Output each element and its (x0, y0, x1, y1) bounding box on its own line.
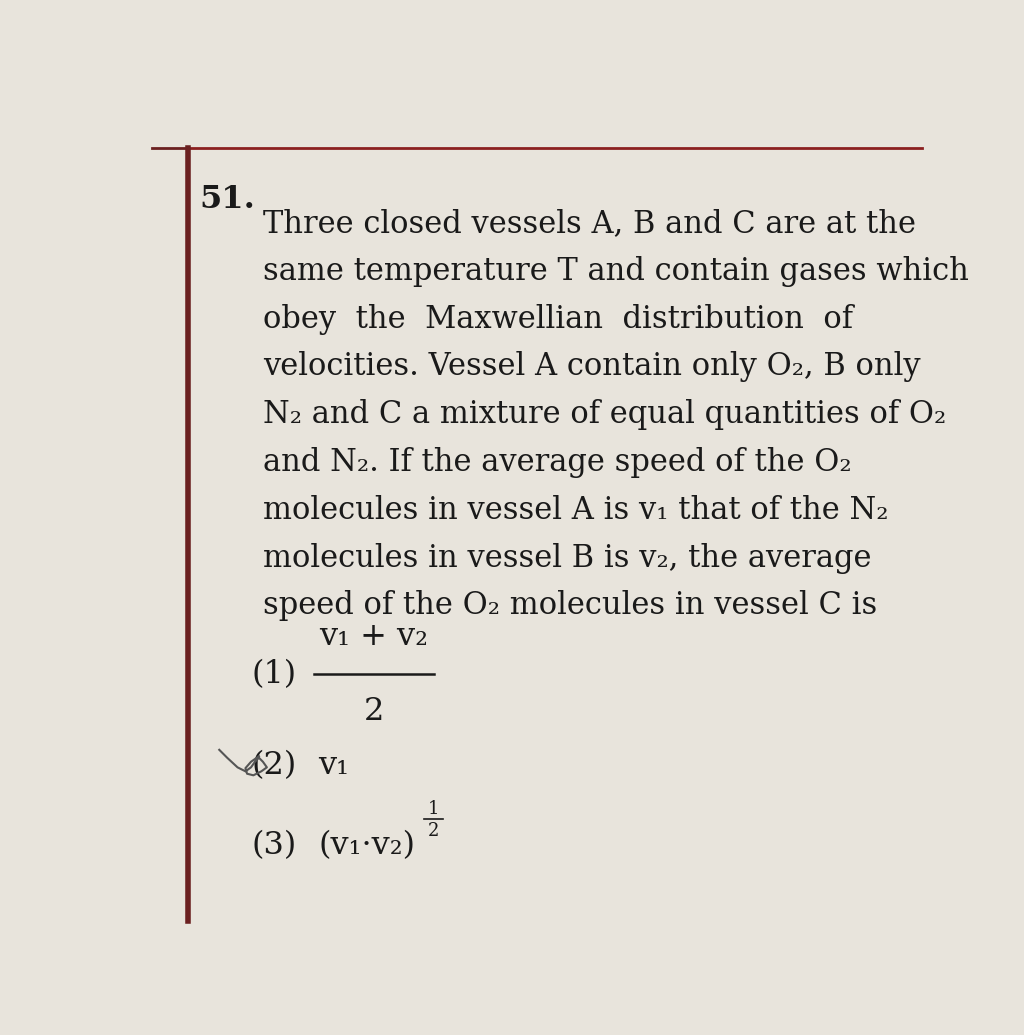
Text: (3): (3) (251, 830, 296, 861)
Text: same temperature T and contain gases which: same temperature T and contain gases whi… (263, 256, 969, 287)
Text: N₂ and C a mixture of equal quantities of O₂: N₂ and C a mixture of equal quantities o… (263, 400, 946, 431)
Text: 1: 1 (428, 800, 439, 818)
Text: (2): (2) (251, 750, 296, 781)
Text: Three closed vessels A, B and C are at the: Three closed vessels A, B and C are at t… (263, 208, 915, 239)
Text: molecules in vessel A is v₁ that of the N₂: molecules in vessel A is v₁ that of the … (263, 495, 889, 526)
Text: (v₁·v₂): (v₁·v₂) (318, 830, 416, 861)
Text: speed of the O₂ molecules in vessel C is: speed of the O₂ molecules in vessel C is (263, 590, 878, 621)
Text: v₁: v₁ (318, 750, 349, 781)
Text: 51.: 51. (200, 184, 255, 215)
Text: v₁ + v₂: v₁ + v₂ (319, 621, 428, 652)
Text: obey  the  Maxwellian  distribution  of: obey the Maxwellian distribution of (263, 303, 853, 334)
Text: 2: 2 (428, 822, 439, 839)
Text: molecules in vessel B is v₂, the average: molecules in vessel B is v₂, the average (263, 542, 871, 573)
Text: (1): (1) (251, 658, 296, 689)
Text: 2: 2 (364, 697, 384, 728)
Text: and N₂. If the average speed of the O₂: and N₂. If the average speed of the O₂ (263, 447, 852, 478)
Text: velocities. Vessel A contain only O₂, B only: velocities. Vessel A contain only O₂, B … (263, 351, 921, 382)
